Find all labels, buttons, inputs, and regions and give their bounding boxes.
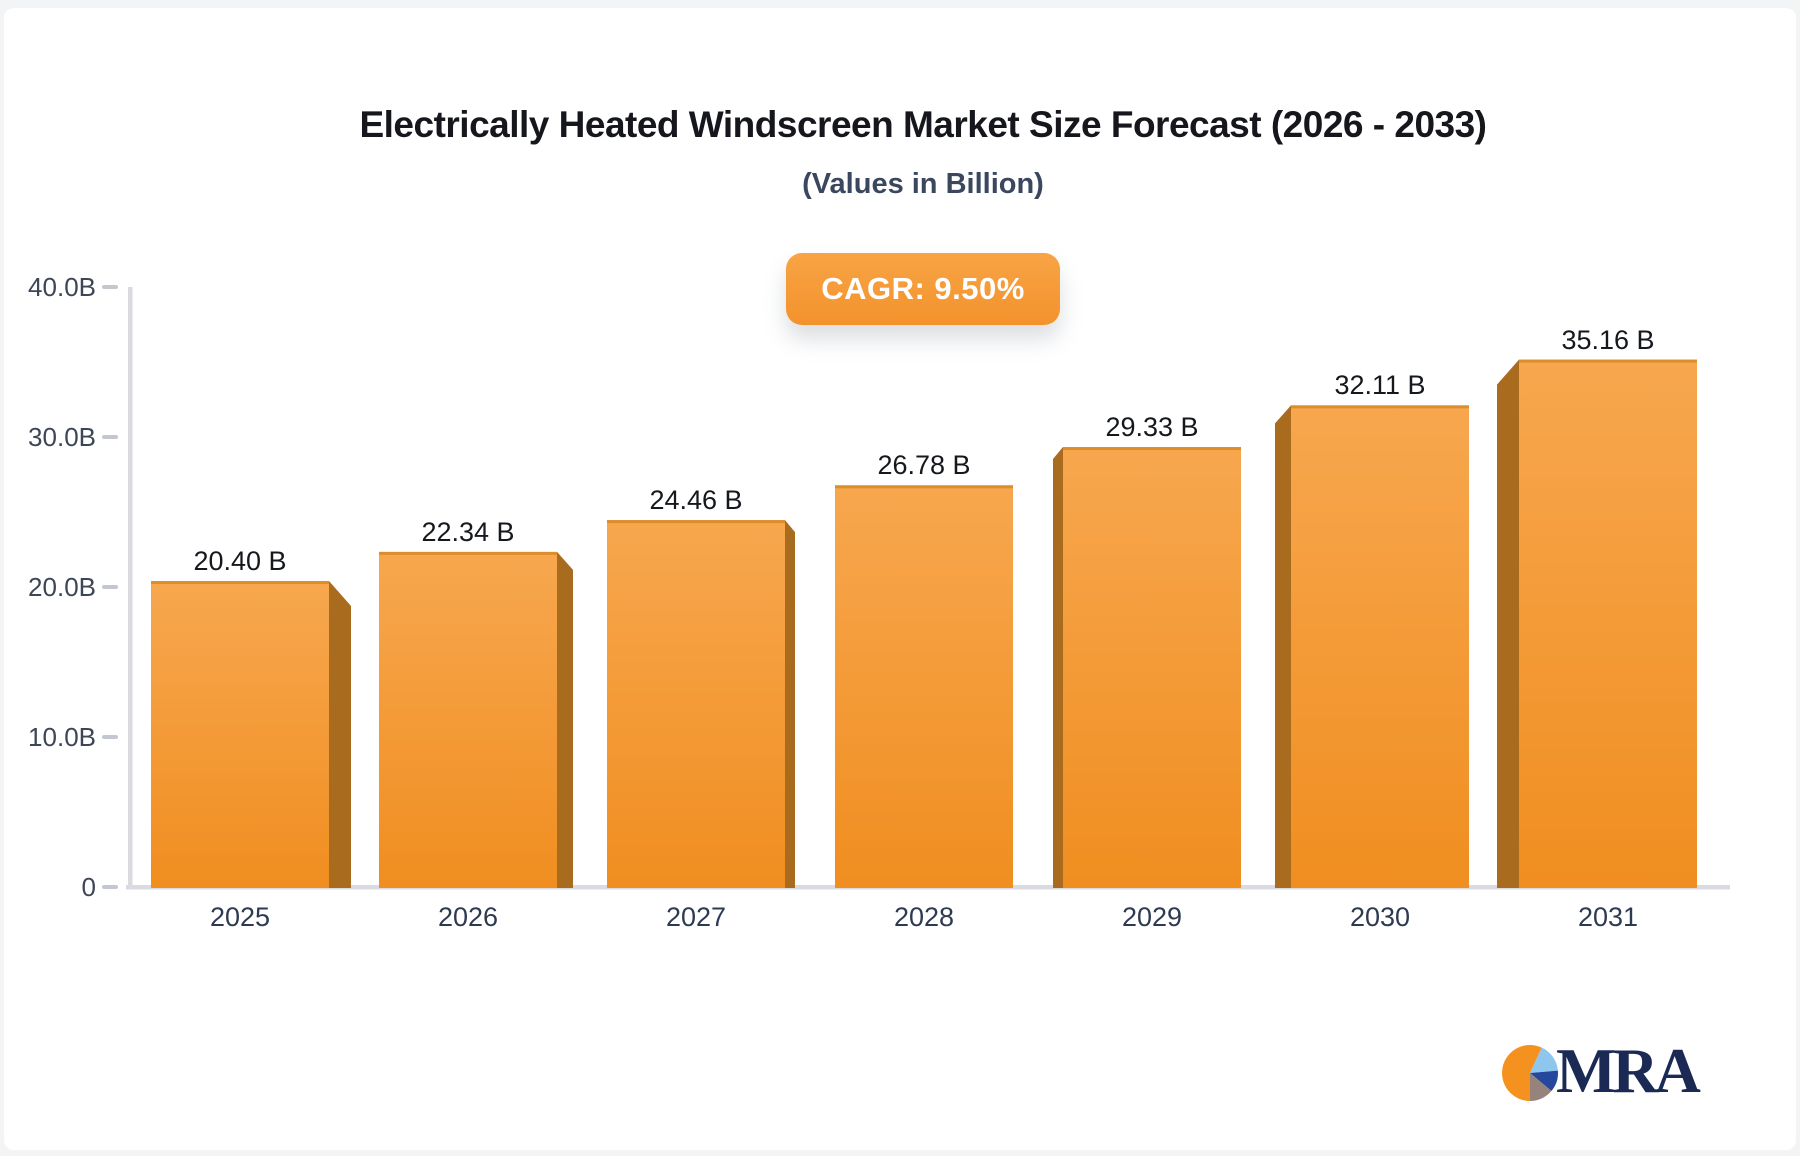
- bar-side-2025: [329, 581, 351, 888]
- cagr-badge: CAGR: 9.50%: [786, 253, 1060, 325]
- bar-side-2030: [1275, 405, 1291, 888]
- bar-side-2029: [1053, 447, 1063, 888]
- bar-2025: [151, 581, 329, 888]
- bar-2027: [607, 520, 785, 888]
- chart-card: Electrically Heated Windscreen Market Si…: [4, 8, 1796, 1150]
- bar-2029: [1063, 447, 1241, 888]
- bar-2028: [835, 485, 1013, 888]
- bar-side-2027: [785, 520, 795, 888]
- bar-side-2026: [557, 551, 573, 888]
- pie-chart-logo-icon: [1502, 1045, 1558, 1101]
- bar-2031: [1519, 359, 1697, 889]
- brand-logo: MRA: [1500, 1038, 1760, 1108]
- bar-side-2031: [1497, 359, 1519, 889]
- chart-subtitle: (Values in Billion): [802, 168, 1044, 200]
- logo-text: MRA: [1556, 1035, 1701, 1106]
- chart-title: Electrically Heated Windscreen Market Si…: [359, 104, 1487, 145]
- bar-2030: [1291, 405, 1469, 888]
- bar-2026: [379, 551, 557, 888]
